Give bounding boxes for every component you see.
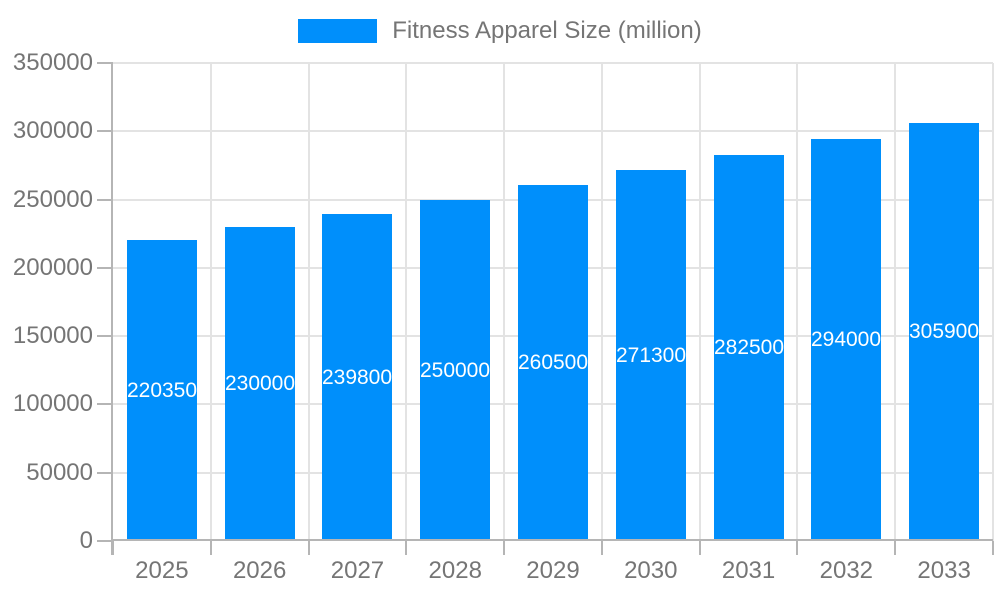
- plot-area: 220350 230000 239800 250000 260500 271300 2825…: [113, 62, 994, 541]
- y-axis-line: [111, 63, 113, 555]
- bar-value-label: 305900: [908, 320, 980, 343]
- legend-item[interactable]: Fitness Apparel Size (million): [298, 17, 702, 44]
- bar: 271300: [616, 170, 686, 541]
- x-gridline: [210, 63, 212, 541]
- bar-value-label: 220350: [126, 378, 198, 402]
- legend-swatch-icon: [298, 19, 378, 43]
- bar: 282500: [714, 155, 784, 541]
- x-tick-mark: [796, 541, 798, 555]
- x-tick-label: 2033: [917, 557, 971, 584]
- y-tick-mark: [97, 199, 113, 201]
- y-tick-mark: [97, 403, 113, 405]
- y-tick-mark: [97, 62, 113, 64]
- x-tick-mark: [503, 541, 505, 555]
- bar-value-label: 250000: [419, 358, 491, 382]
- y-tick-label: 0: [79, 527, 93, 554]
- x-gridline: [308, 63, 310, 541]
- x-tick-mark: [601, 541, 603, 555]
- bar: 250000: [420, 200, 490, 541]
- y-tick-mark: [97, 540, 113, 542]
- legend: Fitness Apparel Size (million): [0, 18, 1000, 44]
- x-tick-mark: [308, 541, 310, 555]
- x-gridline: [894, 63, 896, 541]
- y-tick-label: 300000: [12, 117, 93, 144]
- x-gridline: [601, 63, 603, 541]
- y-gridline: [113, 130, 993, 132]
- bar-value-label: 294000: [810, 328, 882, 351]
- y-tick-mark: [97, 335, 113, 337]
- x-tick-mark: [210, 541, 212, 555]
- x-tick-mark: [405, 541, 407, 555]
- bar-value-label: 230000: [224, 372, 296, 395]
- x-tick-mark: [699, 541, 701, 555]
- y-tick-mark: [97, 267, 113, 269]
- x-gridline: [503, 63, 505, 541]
- y-tick-mark: [97, 472, 113, 474]
- x-gridline: [699, 63, 701, 541]
- x-tick-label: 2027: [330, 557, 385, 584]
- bar: 230000: [225, 227, 295, 541]
- legend-label: Fitness Apparel Size (million): [392, 17, 702, 44]
- x-tick-mark: [992, 541, 994, 555]
- y-tick-label: 150000: [12, 322, 93, 349]
- x-gridline: [796, 63, 798, 541]
- x-axis-line: [113, 539, 993, 541]
- y-tick-mark: [97, 130, 113, 132]
- x-tick-label: 2029: [526, 557, 580, 584]
- y-tick-label: 100000: [12, 390, 93, 417]
- bar: 239800: [322, 214, 392, 541]
- y-tick-label: 350000: [12, 49, 93, 76]
- x-tick-mark: [112, 541, 114, 555]
- bar: 220350: [127, 240, 197, 541]
- y-tick-label: 200000: [12, 254, 93, 281]
- bar: 260500: [518, 185, 588, 541]
- y-gridline: [113, 62, 993, 64]
- bar-value-label: 260500: [517, 351, 589, 374]
- x-tick-label: 2026: [232, 557, 287, 584]
- bar-value-label: 282500: [713, 336, 785, 359]
- x-gridline: [992, 63, 994, 541]
- bar-value-label: 239800: [321, 365, 393, 389]
- bar: 294000: [811, 139, 881, 541]
- x-gridline: [405, 63, 407, 541]
- y-tick-label: 50000: [26, 459, 93, 486]
- x-tick-label: 2030: [624, 557, 678, 584]
- bar: 305900: [909, 123, 979, 541]
- x-tick-label: 2025: [135, 557, 189, 584]
- x-tick-label: 2032: [819, 557, 874, 584]
- x-tick-mark: [894, 541, 896, 555]
- y-tick-label: 250000: [12, 186, 93, 213]
- bar-value-label: 271300: [615, 343, 687, 367]
- x-tick-label: 2028: [428, 557, 482, 584]
- x-tick-label: 2031: [721, 557, 776, 584]
